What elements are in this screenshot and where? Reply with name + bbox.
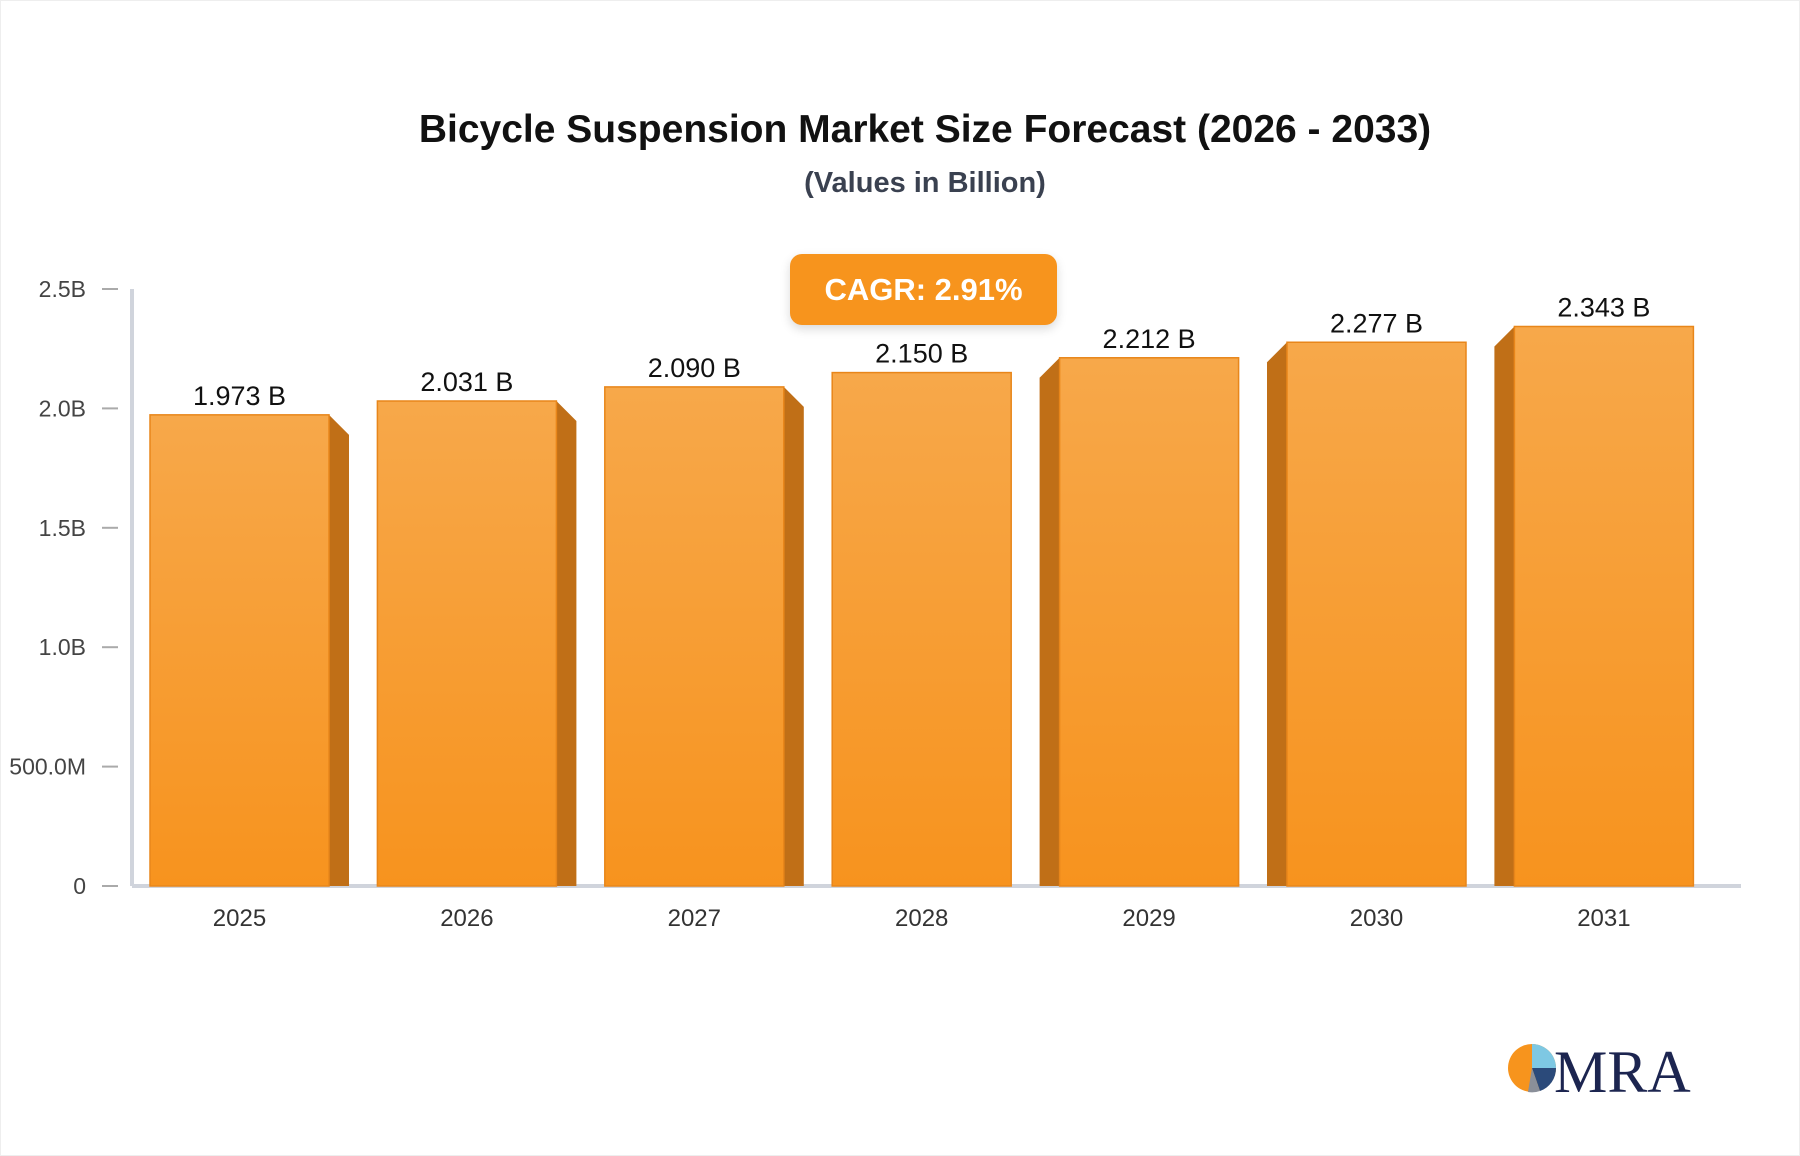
cagr-badge: CAGR: 2.91% xyxy=(790,254,1057,325)
bar-2031 xyxy=(1513,325,1695,887)
data-label: 2.343 B xyxy=(1557,292,1650,322)
x-tick-label: 2029 xyxy=(1122,905,1175,932)
data-label: 2.212 B xyxy=(1103,324,1196,354)
bar-2025 xyxy=(149,414,330,887)
logo-pie-icon: MRA xyxy=(1508,1039,1691,1098)
bar-side xyxy=(1494,326,1515,887)
data-label: 2.031 B xyxy=(420,367,513,397)
svg-text:MRA: MRA xyxy=(1554,1039,1691,1098)
y-tick-label: 2.0B xyxy=(39,395,86,421)
data-label: 2.150 B xyxy=(875,339,968,369)
y-tick-label: 0 xyxy=(73,873,86,899)
data-label: 2.277 B xyxy=(1330,308,1423,338)
bar-side xyxy=(556,400,577,886)
x-tick-label: 2031 xyxy=(1577,905,1630,932)
x-tick-label: 2027 xyxy=(668,905,721,932)
y-tick-label: 1.0B xyxy=(39,634,86,660)
bar-side xyxy=(783,386,804,886)
bar-2026 xyxy=(376,400,558,887)
x-tick-label: 2028 xyxy=(895,905,948,932)
y-tick-label: 2.5B xyxy=(39,276,86,302)
mra-logo: MRA xyxy=(1506,1036,1696,1098)
bar-side xyxy=(329,414,349,886)
x-tick-label: 2026 xyxy=(440,905,493,932)
bar-2029 xyxy=(1058,357,1240,887)
x-tick-label: 2030 xyxy=(1350,905,1403,932)
chart-title: Bicycle Suspension Market Size Forecast … xyxy=(418,108,1432,151)
data-label: 1.973 B xyxy=(193,381,286,411)
bar-2027 xyxy=(604,386,785,887)
chart-subtitle: (Values in Billion) xyxy=(804,167,1046,199)
bar-side xyxy=(1039,357,1060,886)
bar-side xyxy=(1267,342,1287,886)
x-tick-label: 2025 xyxy=(213,905,266,932)
bar-2028 xyxy=(831,371,1012,887)
y-tick-label: 1.5B xyxy=(39,515,86,541)
data-label: 2.090 B xyxy=(648,353,741,383)
y-tick-label: 500.0M xyxy=(9,754,86,780)
bar-2030 xyxy=(1286,341,1467,887)
